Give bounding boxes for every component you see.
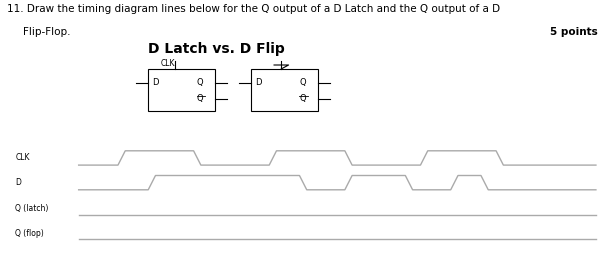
Text: Flip-Flop.: Flip-Flop. xyxy=(23,27,71,37)
Text: CLK: CLK xyxy=(15,153,30,162)
Text: Q (flop): Q (flop) xyxy=(15,229,44,238)
Text: D: D xyxy=(255,78,261,87)
Text: 11. Draw the timing diagram lines below for the Q output of a D Latch and the Q : 11. Draw the timing diagram lines below … xyxy=(7,4,500,14)
Text: D: D xyxy=(15,178,21,187)
Text: 5 points: 5 points xyxy=(550,27,598,37)
Bar xyxy=(251,69,318,110)
Text: D Latch vs. D Flip: D Latch vs. D Flip xyxy=(148,42,285,56)
Text: Q: Q xyxy=(299,94,306,103)
Text: CLK: CLK xyxy=(160,58,175,68)
Text: Q: Q xyxy=(197,94,203,103)
Text: Q (latch): Q (latch) xyxy=(15,204,48,213)
Text: D: D xyxy=(152,78,159,87)
Text: Q: Q xyxy=(197,78,203,87)
Bar xyxy=(148,69,215,110)
Text: Q: Q xyxy=(299,78,306,87)
